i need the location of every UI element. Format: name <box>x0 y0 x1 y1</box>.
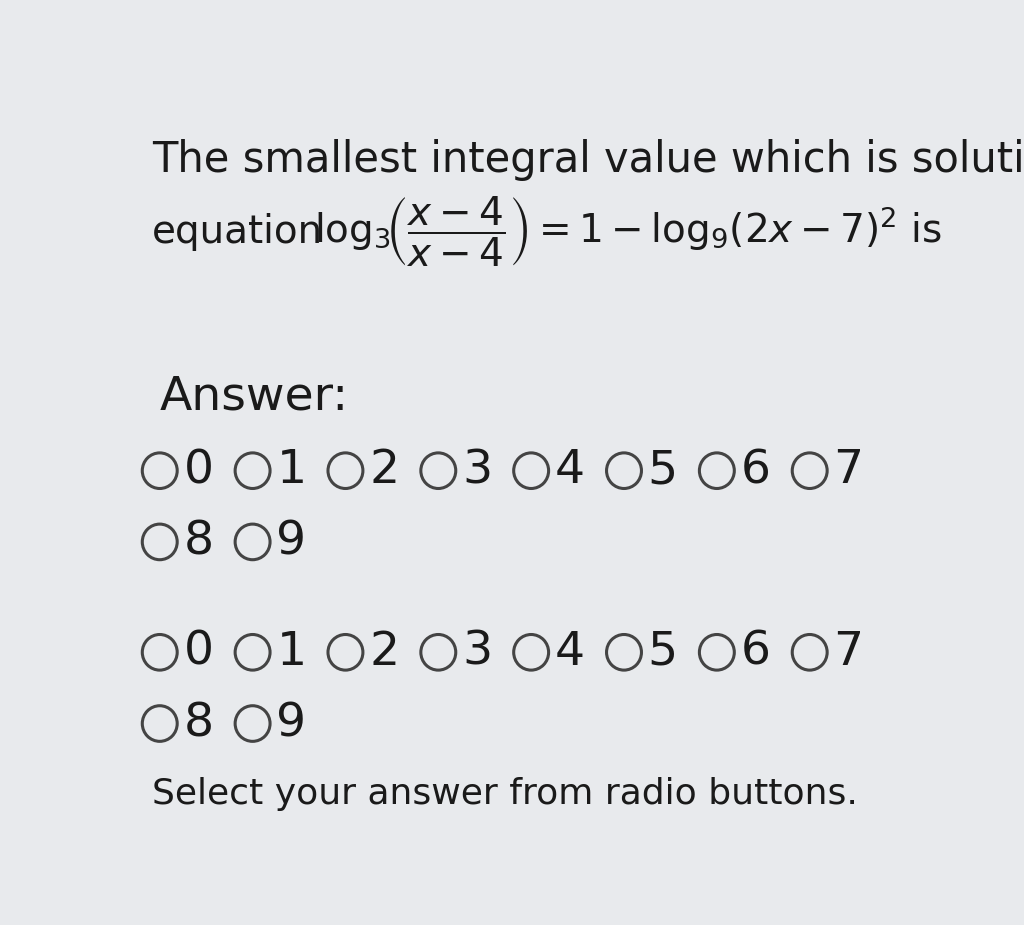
Text: 6: 6 <box>740 449 771 493</box>
Text: 7: 7 <box>834 630 863 675</box>
Text: 2: 2 <box>370 449 399 493</box>
Text: 4: 4 <box>555 449 585 493</box>
Text: 4: 4 <box>555 630 585 675</box>
Text: 0: 0 <box>183 449 214 493</box>
Text: 6: 6 <box>740 630 771 675</box>
Text: 5: 5 <box>648 630 678 675</box>
Text: Select your answer from radio buttons.: Select your answer from radio buttons. <box>152 777 858 811</box>
Text: Answer:: Answer: <box>160 375 349 420</box>
Text: The smallest integral value which is solution of the: The smallest integral value which is sol… <box>152 140 1024 181</box>
Text: 3: 3 <box>462 630 493 675</box>
Text: 9: 9 <box>276 701 306 746</box>
Text: 5: 5 <box>648 449 678 493</box>
Text: 3: 3 <box>462 449 493 493</box>
Text: 1: 1 <box>276 630 306 675</box>
Text: 8: 8 <box>183 520 214 564</box>
Text: 8: 8 <box>183 701 214 746</box>
Text: 0: 0 <box>183 630 214 675</box>
Text: 9: 9 <box>276 520 306 564</box>
Text: equation: equation <box>152 213 323 251</box>
Text: 2: 2 <box>370 630 399 675</box>
Text: 7: 7 <box>834 449 863 493</box>
Text: 1: 1 <box>276 449 306 493</box>
Text: $\mathrm{log}_3\!\left(\dfrac{x-4}{x-4}\right)=1-\mathrm{log}_9(2x-7)^2\ \mathrm: $\mathrm{log}_3\!\left(\dfrac{x-4}{x-4}\… <box>314 195 942 269</box>
